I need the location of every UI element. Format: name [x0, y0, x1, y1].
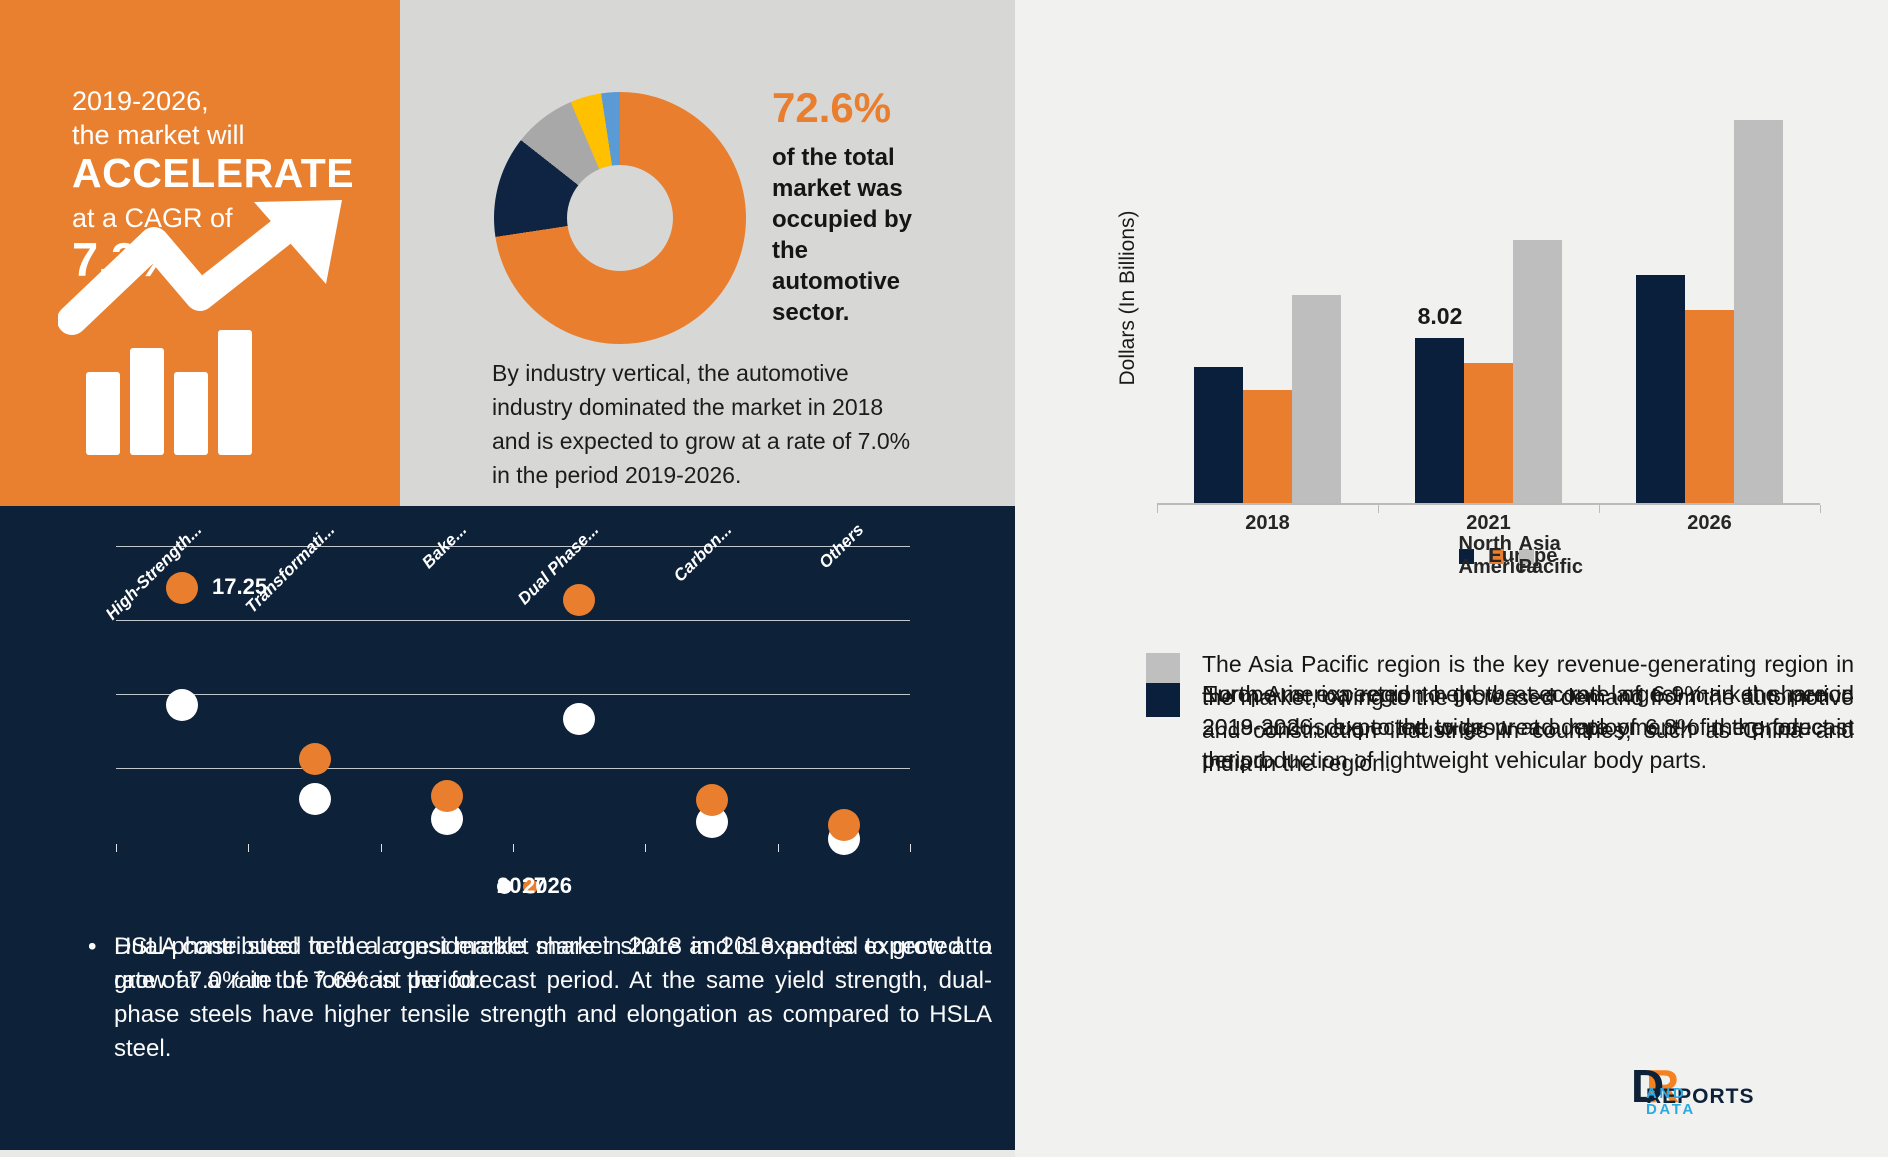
bottom-strip: [0, 1150, 1015, 1157]
dot-2026: [827, 809, 860, 842]
region-text: The Asia Pacific region is the key reven…: [1202, 651, 1854, 776]
bar-chart-area: 8.02: [1157, 89, 1821, 513]
bullet-item: HSLA contributed to the largest market s…: [84, 930, 992, 998]
legend-label: Asia Pacific: [1518, 533, 1583, 578]
legend-swatch: [523, 878, 538, 894]
legend-swatch: [1518, 548, 1534, 564]
dot-2026: [430, 779, 463, 812]
axis-tick: [1157, 505, 1158, 513]
bar-2026-europe: [1685, 309, 1734, 503]
category-label: Bake...: [418, 520, 471, 573]
donut-hole: [567, 165, 673, 271]
gridline: [116, 620, 910, 621]
dot-2017: [166, 689, 199, 722]
growth-arrow-icon: [58, 200, 342, 455]
bar-2021-europe: [1464, 363, 1513, 503]
dot-plot-area: 17.25 High-Strength... Transformati... Bak…: [102, 506, 911, 855]
bar-year-labels: 2018 2021 2026: [1157, 512, 1820, 542]
cagr-value: 7.3%: [72, 233, 180, 286]
cagr-panel: 2019-2026, the market will ACCELERATE at…: [0, 0, 400, 506]
bar-x-axis: [1157, 503, 1820, 505]
cagr-years: 2019-2026,: [72, 86, 209, 116]
donut-headline-text: of the total market was occupied by the …: [772, 144, 913, 326]
cagr-accelerate: ACCELERATE: [72, 150, 355, 196]
logo-r: R: [1646, 1060, 1679, 1112]
year-label: 2018: [1245, 512, 1290, 534]
bar-2021-north-america: [1415, 338, 1464, 503]
axis-tick: [116, 844, 117, 852]
year-label: 2021: [1466, 512, 1511, 534]
donut-chart: [494, 92, 746, 344]
bar-data-label: 8.02: [1417, 303, 1463, 329]
gridline: [116, 546, 910, 547]
cagr-line2: the market will: [72, 120, 245, 150]
dot-2026: [298, 742, 331, 775]
bar-y-axis-label: Dollars (In Billions): [1116, 210, 1139, 386]
bar-2026-asia-pacific: [1734, 120, 1783, 503]
bar-2021-asia-pacific: [1513, 239, 1562, 503]
industry-vertical-paragraph: By industry vertical, the automotive ind…: [492, 360, 911, 488]
dot-2017: [563, 702, 596, 735]
dot-2017: [298, 782, 331, 815]
year-label: 2026: [1687, 512, 1732, 534]
axis-tick: [513, 844, 514, 852]
gridline: [116, 694, 910, 695]
category-label: Others: [815, 520, 868, 573]
bar-2018-north-america: [1194, 367, 1243, 503]
axis-tick: [1378, 505, 1379, 513]
region-insights: The Asia Pacific region is the key reven…: [1146, 648, 1854, 776]
logo-name-bottom: AND DATA: [1646, 1085, 1696, 1118]
bar-2018-europe: [1243, 389, 1292, 503]
category-label: Carbon...: [669, 520, 735, 586]
region-text: Europe is expected to grow at a rate of …: [1202, 681, 1854, 773]
dot-2026: [166, 571, 199, 604]
dot-plot-data-label: 17.25: [212, 574, 268, 599]
axis-tick: [645, 844, 647, 852]
logo-d: D: [1631, 1060, 1665, 1112]
axis-tick: [1820, 505, 1821, 513]
dot-2026: [563, 584, 596, 617]
legend-swatch: [1458, 548, 1474, 564]
bar-2026-north-america: [1636, 274, 1685, 503]
region-swatch: [1146, 683, 1180, 717]
axis-tick: [380, 844, 382, 852]
cagr-line4: at a CAGR of: [72, 203, 233, 233]
bar-2018-asia-pacific: [1292, 295, 1341, 503]
axis-tick: [248, 844, 250, 852]
legend-swatch: [1488, 548, 1504, 564]
gridline: [116, 768, 910, 769]
region-swatch: [1146, 653, 1180, 687]
axis-tick: [910, 844, 911, 852]
logo-name-top: REPORTS: [1646, 1085, 1755, 1108]
legend-swatch: [497, 878, 512, 894]
region-text: North America region held the second lar…: [1202, 681, 1854, 773]
axis-tick: [777, 844, 779, 852]
axis-tick: [1599, 505, 1600, 513]
category-label: Dual Phase...: [514, 520, 603, 609]
legend-label: 2026: [523, 873, 572, 898]
dot-2026: [695, 784, 728, 817]
donut-headline-value: 72.6%: [772, 84, 892, 131]
